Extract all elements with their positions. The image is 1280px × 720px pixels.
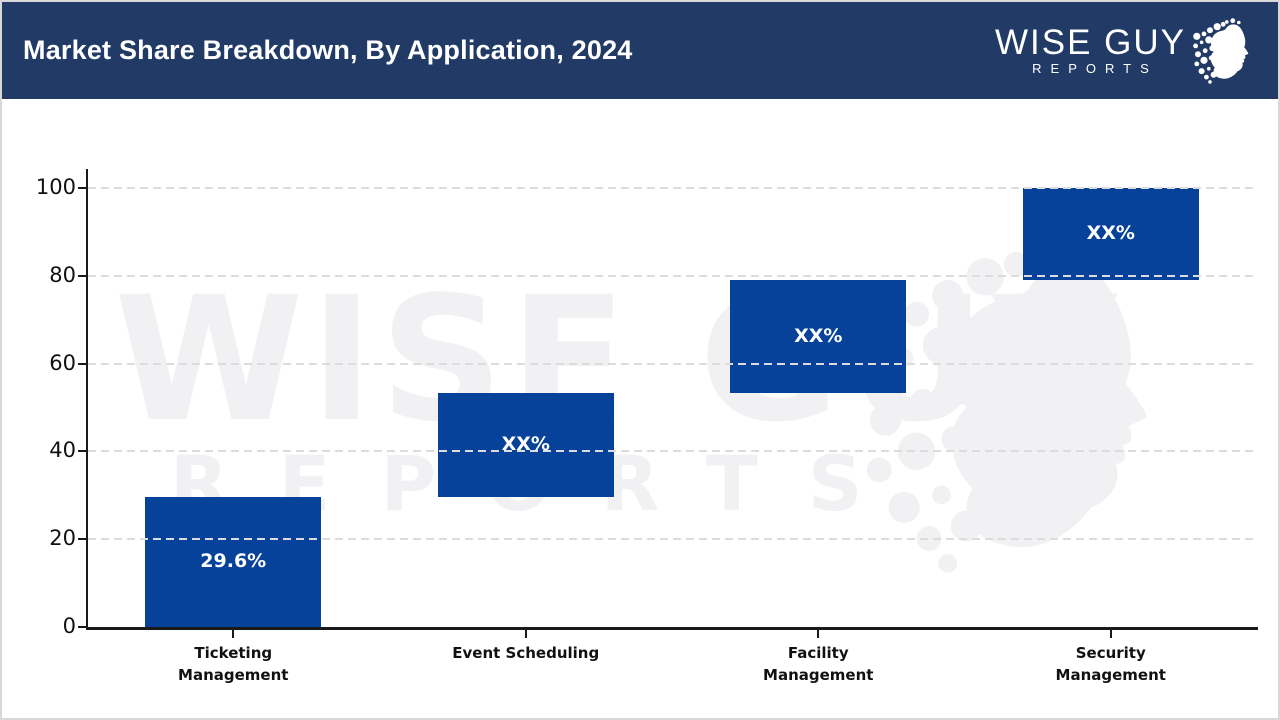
x-category-label-line: Event Scheduling (452, 644, 600, 662)
x-category-label-line: Management (763, 665, 874, 684)
y-tick-mark (78, 450, 86, 453)
x-category-label-ticketing-management: Ticketing Management (113, 643, 353, 687)
y-tick-mark (78, 274, 86, 277)
bar-value-label: XX% (1086, 222, 1135, 245)
y-tick-label: 80 (49, 262, 76, 287)
y-grid-line (88, 362, 1258, 365)
y-grid-line (88, 274, 1258, 277)
y-tick-label: 40 (49, 438, 76, 463)
bar-segment-security-management (1022, 188, 1199, 281)
bar-segment-facility-management (730, 280, 907, 394)
x-tick-mark (524, 630, 527, 638)
y-tick-mark (78, 187, 86, 189)
bar-value-label: XX% (501, 433, 550, 456)
y-tick-label: 0 (62, 614, 76, 638)
x-category-label-line: Ticketing (194, 644, 273, 662)
x-axis-line (86, 627, 1258, 630)
y-grid-line (88, 187, 1258, 189)
x-category-label-security-management: Security Management (991, 643, 1231, 687)
y-tick-mark (78, 362, 86, 365)
logo-wordmark: WISE GUY (994, 22, 1186, 62)
bar-value-label: 29.6% (200, 550, 267, 573)
x-tick-mark (1109, 630, 1112, 638)
logo-subtitle: REPORTS (1032, 61, 1158, 77)
x-tick-mark (817, 630, 820, 638)
chart-title: Market Share Breakdown, By Application, … (23, 35, 633, 65)
chart-area: WISE GUY REPORTS 02040608010029.6%Ticket… (2, 99, 1278, 718)
y-grid-line (88, 450, 1258, 453)
x-category-label-event-scheduling: Event Scheduling (406, 643, 646, 665)
bar-segment-event-scheduling (437, 393, 614, 498)
bar-value-label: XX% (794, 324, 843, 347)
header-bar: Market Share Breakdown, By Application, … (2, 2, 1278, 99)
y-tick-label: 100 (35, 175, 76, 199)
wise-guy-reports-logo: WISE GUY REPORTS (995, 17, 1252, 85)
x-tick-mark (232, 630, 235, 638)
logo-text: WISE GUY REPORTS (994, 22, 1186, 77)
bar-segment-ticketing-management (145, 497, 322, 627)
x-category-label-facility-management: Facility Management (698, 643, 938, 687)
x-category-label-line: Management (178, 665, 289, 684)
dotted-head-icon (1193, 17, 1249, 84)
x-category-label-line: Security (1075, 644, 1146, 662)
y-tick-label: 20 (49, 526, 76, 551)
y-tick-mark (78, 538, 86, 541)
y-axis-line (86, 169, 88, 629)
y-tick-mark (78, 626, 86, 628)
y-grid-line (88, 538, 1258, 541)
x-category-label-line: Management (1055, 665, 1166, 684)
y-tick-label: 60 (49, 350, 76, 375)
x-category-label-line: Facility (787, 644, 849, 662)
